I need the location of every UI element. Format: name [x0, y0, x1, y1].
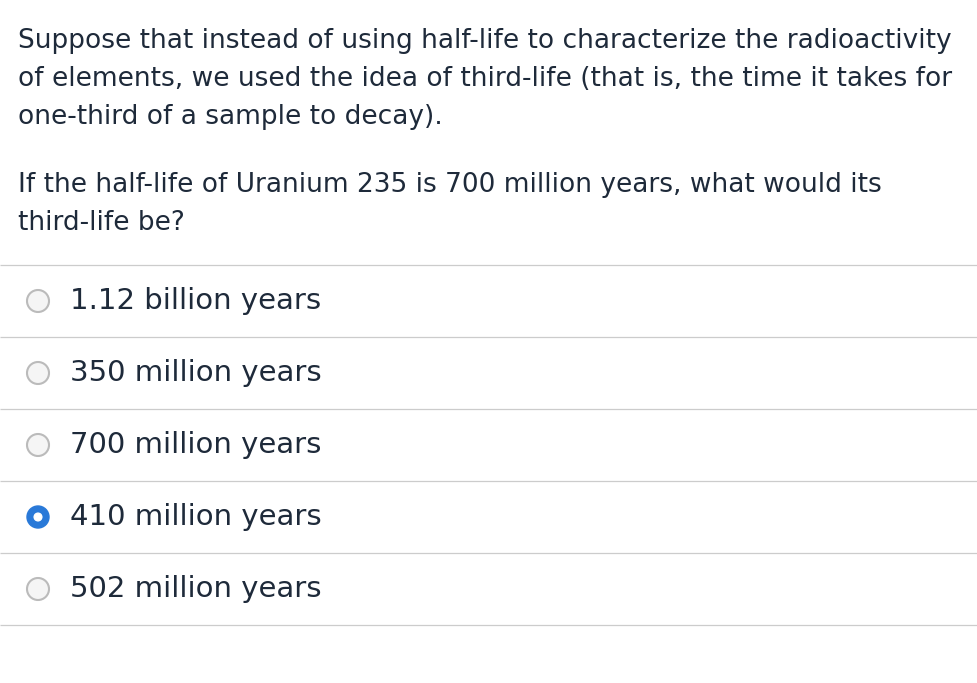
Text: third-life be?: third-life be?: [18, 210, 185, 236]
Circle shape: [27, 506, 49, 528]
Circle shape: [27, 434, 49, 456]
Text: 700 million years: 700 million years: [70, 431, 321, 459]
Text: 1.12 billion years: 1.12 billion years: [70, 287, 320, 315]
Circle shape: [27, 290, 49, 312]
Text: one-third of a sample to decay).: one-third of a sample to decay).: [18, 104, 443, 130]
Text: Suppose that instead of using half-life to characterize the radioactivity: Suppose that instead of using half-life …: [18, 28, 951, 54]
Text: If the half-life of Uranium 235 is 700 million years, what would its: If the half-life of Uranium 235 is 700 m…: [18, 172, 881, 198]
Text: of elements, we used the idea of third-life (that is, the time it takes for: of elements, we used the idea of third-l…: [18, 66, 952, 92]
Text: 350 million years: 350 million years: [70, 359, 321, 387]
Circle shape: [27, 362, 49, 384]
Circle shape: [27, 578, 49, 600]
Text: 410 million years: 410 million years: [70, 503, 321, 531]
Circle shape: [34, 513, 42, 521]
Text: 502 million years: 502 million years: [70, 575, 321, 603]
